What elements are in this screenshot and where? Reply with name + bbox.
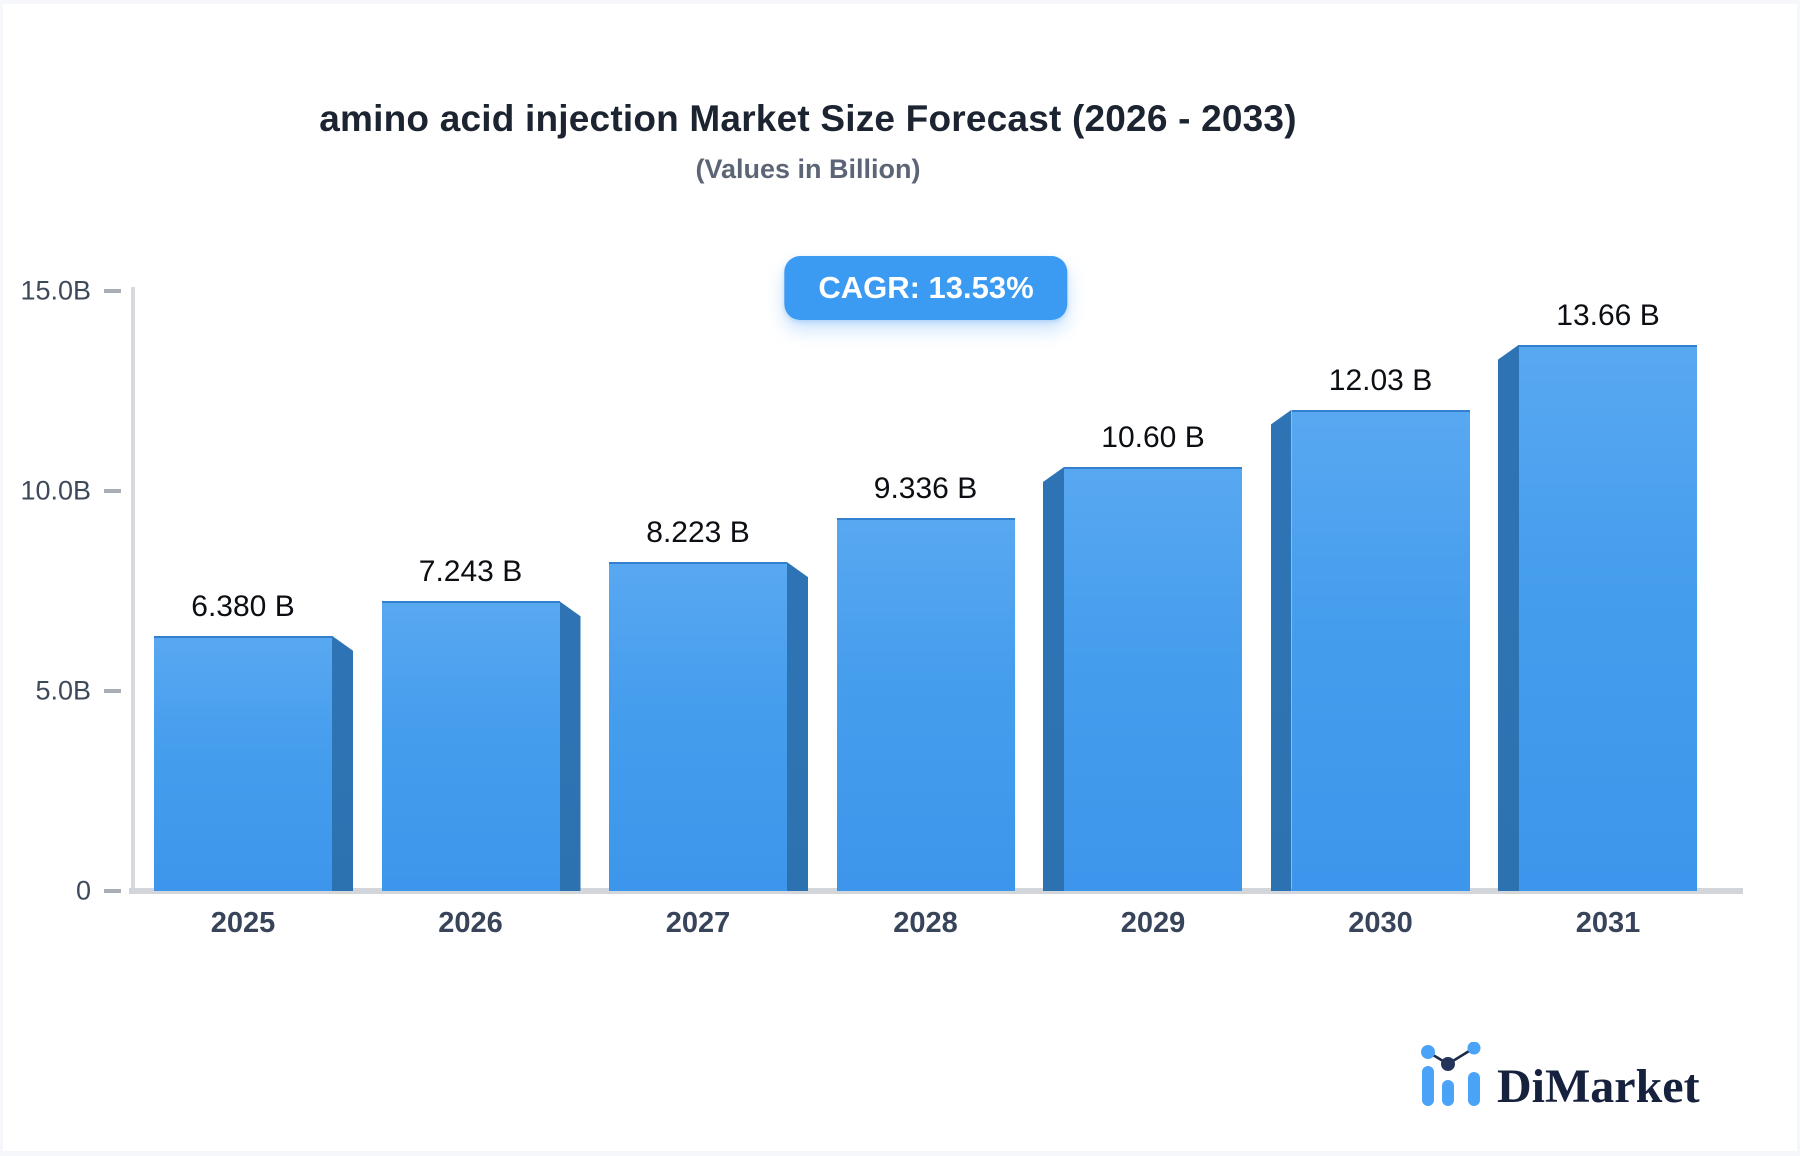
- bar-value-label: 9.336 B: [873, 471, 978, 505]
- bar-2031: [1519, 344, 1697, 891]
- y-axis-tick-mark: [104, 689, 121, 693]
- x-axis-category-label: 2031: [1575, 907, 1641, 939]
- chart-title: amino acid injection Market Size Forecas…: [319, 98, 1297, 139]
- y-axis-tick-label: 10.0B: [20, 475, 91, 506]
- bar-2028: [836, 517, 1015, 891]
- bar-value-label: 12.03 B: [1328, 363, 1433, 397]
- bar-value-label: 7.243 B: [418, 555, 523, 589]
- y-axis-tick-mark: [104, 489, 121, 493]
- bar-2029: [1064, 467, 1242, 891]
- bar-3d-side: [787, 562, 808, 891]
- y-axis-tick-mark: [104, 289, 121, 293]
- bar-3d-side: [332, 635, 353, 891]
- x-axis-category-label: 2029: [1120, 907, 1186, 939]
- x-axis-category-label: 2025: [210, 907, 276, 939]
- y-axis-tick-label: 0: [75, 875, 91, 906]
- x-axis-line: [129, 888, 1743, 894]
- bar-2025: [154, 635, 332, 891]
- bar-3d-side: [1270, 409, 1292, 891]
- bar-chart-logo-icon: [1421, 1041, 1483, 1111]
- brand-name: DiMarket: [1497, 1060, 1700, 1113]
- bar-2026: [381, 601, 560, 891]
- x-axis-category-label: 2027: [665, 907, 731, 939]
- bar-2030: [1291, 409, 1470, 891]
- bar-value-label: 6.380 B: [191, 589, 295, 623]
- y-axis-tick-label: 15.0B: [20, 275, 91, 306]
- x-axis-category-label: 2026: [438, 907, 503, 939]
- bar-value-label: 8.223 B: [646, 516, 750, 550]
- x-axis-category-label: 2030: [1348, 907, 1413, 939]
- y-axis-tick-label: 5.0B: [35, 675, 91, 706]
- y-axis-tick-mark: [104, 889, 121, 893]
- branding: DiMarket: [1421, 1041, 1700, 1113]
- chart-header: amino acid injection Market Size Forecas…: [3, 4, 1613, 185]
- bar-value-label: 10.60 B: [1101, 421, 1205, 454]
- bar-3d-side: [1498, 344, 1519, 891]
- y-axis-line: [131, 287, 135, 893]
- bar-3d-side: [1043, 467, 1064, 891]
- cagr-badge: CAGR: 13.53%: [784, 256, 1068, 320]
- bar-value-label: 13.66 B: [1556, 298, 1660, 332]
- bar-2027: [609, 562, 787, 891]
- x-axis-category-label: 2028: [893, 907, 958, 939]
- bar-3d-side: [559, 601, 581, 891]
- chart-subtitle: (Values in Billion): [695, 154, 921, 184]
- chart-card: amino acid injection Market Size Forecas…: [3, 4, 1797, 1151]
